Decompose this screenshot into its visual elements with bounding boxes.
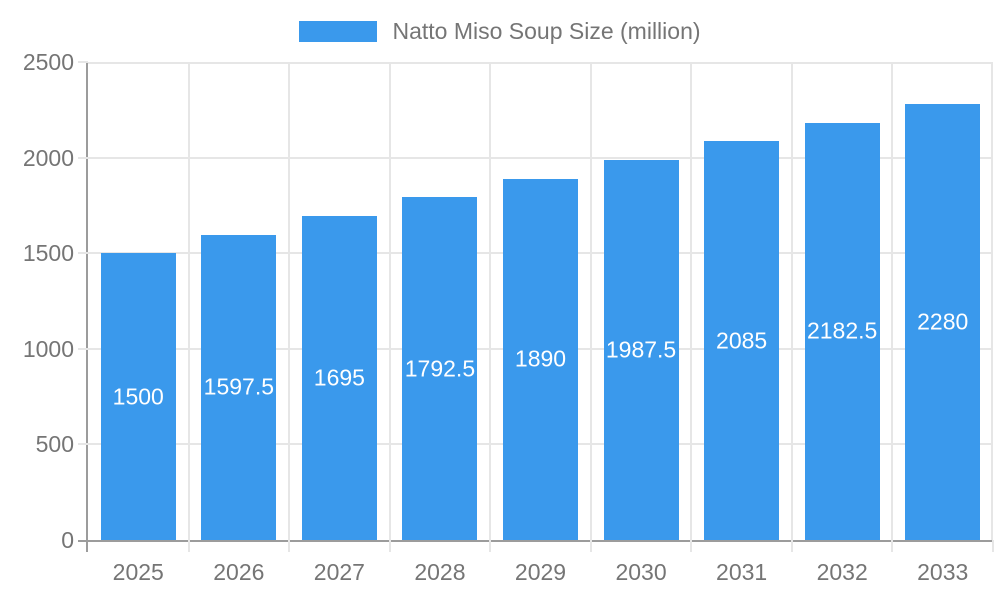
bar-2031[interactable] [704,141,780,540]
bar-2030[interactable] [603,159,679,540]
bar-value-label-2028: 1792.5 [404,355,476,382]
x-tick-3 [388,540,391,552]
x-tick-2 [288,540,291,552]
x-axis-label-2027: 2027 [313,559,365,585]
x-axis-label-2031: 2031 [716,559,768,585]
x-axis-label-2026: 2026 [213,559,265,585]
bar-2026[interactable] [201,234,277,540]
y-axis-label-2000: 2000 [22,144,74,171]
legend-label: Natto Miso Soup Size (million) [392,18,701,44]
bar-value-label-2025: 1500 [112,383,164,410]
bar-value-label-2030: 1987.5 [605,336,677,363]
bar-value-label-2033: 2280 [917,308,969,335]
x-axis-label-2028: 2028 [414,559,466,585]
bar-2027[interactable] [301,215,377,540]
v-gridline-9 [991,62,993,540]
y-tick-2500 [78,61,88,63]
y-tick-500 [78,443,88,446]
bar-value-label-2031: 2085 [716,327,768,354]
x-tick-7 [790,540,793,552]
plot-area: 1500 1597.5 1695 1792.5 1890 1987.5 2085 2182.5… [88,62,993,540]
chart-legend-item[interactable]: Natto Miso Soup Size (million) [0,18,1000,45]
bar-value-label-2029: 1890 [514,345,567,372]
y-axis-label-0: 0 [61,527,74,553]
x-tick-6 [690,540,693,552]
x-tick-1 [187,540,190,552]
bar-value-label-2027: 1695 [313,364,365,391]
bar-2032[interactable] [804,122,880,540]
y-tick-1500 [78,252,88,255]
y-tick-2000 [78,156,88,159]
x-tick-8 [891,540,894,552]
y-axis-label-500: 500 [35,431,74,458]
y-axis-label-2500: 2500 [22,49,74,75]
x-axis-label-2032: 2032 [816,559,868,585]
x-tick-4 [489,540,492,552]
v-gridline-6 [690,62,693,540]
v-gridline-4 [489,62,492,540]
h-gridline-2000 [88,156,993,159]
bar-2033[interactable] [905,104,981,540]
v-gridline-1 [187,62,190,540]
v-gridline-5 [589,62,592,540]
x-axis-label-2030: 2030 [615,559,667,585]
v-gridline-8 [891,62,894,540]
y-axis-line [86,62,88,552]
bar-value-label-2026: 1597.5 [203,373,275,400]
v-gridline-7 [790,62,793,540]
x-axis-label-2025: 2025 [112,559,164,585]
bar-value-label-2032: 2182.5 [806,317,878,344]
v-gridline-2 [288,62,291,540]
v-gridline-3 [388,62,391,540]
bar-2028[interactable] [402,197,478,540]
y-axis-label-1000: 1000 [22,335,74,362]
y-tick-1000 [78,347,88,350]
x-axis-label-2033: 2033 [917,559,969,585]
y-axis-label-1500: 1500 [22,240,74,267]
x-axis-line [78,540,993,542]
h-gridline-2500 [88,62,993,64]
bar-2025[interactable] [100,253,176,540]
legend-swatch [299,21,378,42]
x-tick-9 [992,540,994,552]
x-tick-5 [589,540,592,552]
x-axis-label-2029: 2029 [514,559,567,585]
bar-2029[interactable] [503,178,578,540]
